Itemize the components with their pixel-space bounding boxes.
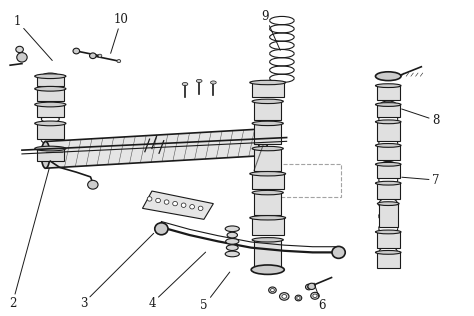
Ellipse shape (250, 80, 286, 85)
Ellipse shape (250, 172, 286, 176)
Ellipse shape (190, 204, 194, 209)
Ellipse shape (313, 294, 317, 298)
Ellipse shape (311, 292, 319, 299)
Ellipse shape (181, 203, 186, 207)
Bar (254, 101, 282, 120)
Ellipse shape (35, 86, 66, 91)
Text: 5: 5 (200, 272, 230, 313)
Ellipse shape (282, 295, 287, 298)
Ellipse shape (375, 84, 401, 88)
Ellipse shape (227, 232, 237, 238)
Polygon shape (46, 129, 263, 168)
Ellipse shape (332, 246, 345, 258)
Ellipse shape (295, 295, 302, 301)
Ellipse shape (280, 293, 289, 300)
Ellipse shape (375, 181, 401, 185)
Bar (36, 105, 64, 117)
Ellipse shape (252, 191, 283, 195)
Ellipse shape (250, 216, 286, 220)
Ellipse shape (35, 74, 66, 79)
Ellipse shape (308, 283, 316, 289)
Ellipse shape (88, 180, 98, 189)
Ellipse shape (375, 251, 401, 254)
Bar (254, 149, 282, 171)
Text: 10: 10 (110, 13, 128, 53)
Ellipse shape (252, 146, 283, 151)
Text: 2: 2 (9, 168, 49, 310)
Ellipse shape (375, 120, 401, 124)
Ellipse shape (225, 251, 239, 257)
Ellipse shape (198, 206, 203, 210)
Ellipse shape (210, 81, 216, 84)
Bar (252, 218, 284, 235)
Text: 3: 3 (80, 233, 154, 310)
Ellipse shape (252, 121, 283, 125)
Bar (377, 86, 400, 100)
Ellipse shape (90, 53, 96, 58)
Ellipse shape (306, 284, 312, 290)
Text: 8: 8 (401, 109, 439, 127)
Ellipse shape (227, 245, 238, 251)
Bar (252, 174, 284, 190)
Ellipse shape (251, 265, 284, 274)
Ellipse shape (41, 142, 50, 168)
Bar (377, 164, 400, 179)
Text: 6: 6 (314, 283, 326, 313)
Ellipse shape (271, 289, 274, 292)
Bar (254, 240, 282, 268)
Text: 4: 4 (148, 252, 206, 310)
Bar (36, 89, 64, 101)
Ellipse shape (16, 46, 23, 52)
Text: 9: 9 (262, 10, 280, 50)
Ellipse shape (226, 239, 239, 244)
Polygon shape (143, 191, 213, 219)
Bar (36, 149, 64, 161)
Bar (377, 232, 400, 248)
Ellipse shape (98, 54, 102, 57)
Ellipse shape (375, 103, 401, 106)
Bar (377, 145, 400, 160)
Ellipse shape (164, 200, 169, 204)
Text: 7: 7 (402, 173, 439, 186)
Ellipse shape (269, 287, 276, 293)
Ellipse shape (375, 162, 401, 166)
Text: 1: 1 (14, 15, 52, 60)
Bar (377, 105, 400, 117)
Ellipse shape (156, 198, 160, 203)
Ellipse shape (375, 230, 401, 234)
Ellipse shape (173, 201, 177, 206)
Ellipse shape (377, 202, 399, 205)
Bar (36, 123, 64, 139)
Ellipse shape (196, 79, 202, 82)
Ellipse shape (307, 286, 310, 289)
Ellipse shape (252, 238, 283, 242)
Ellipse shape (35, 146, 66, 151)
Bar (377, 183, 400, 199)
Bar (379, 204, 398, 227)
Ellipse shape (35, 121, 66, 126)
Ellipse shape (147, 197, 152, 201)
Ellipse shape (225, 226, 239, 232)
Bar (254, 193, 282, 215)
Ellipse shape (17, 52, 27, 62)
Bar (254, 123, 282, 144)
Ellipse shape (182, 82, 188, 86)
Ellipse shape (252, 99, 283, 104)
Bar (36, 76, 64, 86)
Ellipse shape (297, 297, 300, 300)
Ellipse shape (259, 129, 267, 156)
Bar (377, 252, 400, 268)
Ellipse shape (117, 59, 121, 63)
Ellipse shape (375, 143, 401, 147)
Ellipse shape (155, 223, 168, 235)
Ellipse shape (375, 72, 401, 81)
Bar (377, 122, 400, 141)
Bar (252, 82, 284, 97)
Ellipse shape (73, 48, 80, 54)
Ellipse shape (35, 102, 66, 107)
